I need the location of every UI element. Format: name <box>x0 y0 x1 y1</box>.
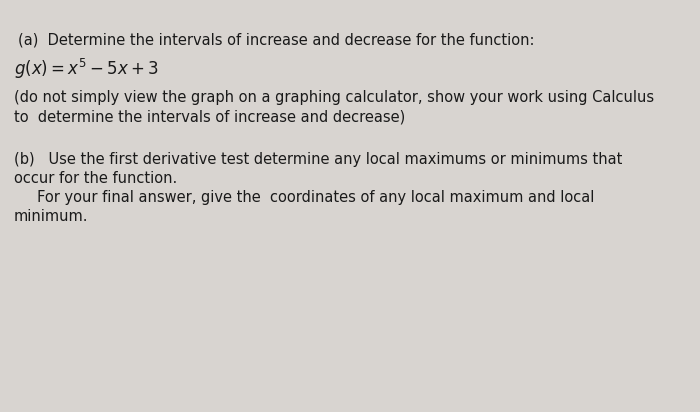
Text: to  determine the intervals of increase and decrease): to determine the intervals of increase a… <box>14 109 405 124</box>
Text: (b)   Use the first derivative test determine any local maximums or minimums tha: (b) Use the first derivative test determ… <box>14 152 622 167</box>
Text: minimum.: minimum. <box>14 209 88 224</box>
Text: (do not simply view the graph on a graphing calculator, show your work using Cal: (do not simply view the graph on a graph… <box>14 90 654 105</box>
Text: $g(x) = x^5 - 5x + 3$: $g(x) = x^5 - 5x + 3$ <box>14 57 159 81</box>
Text: occur for the function.: occur for the function. <box>14 171 177 186</box>
Text: For your final answer, give the  coordinates of any local maximum and local: For your final answer, give the coordina… <box>14 190 594 205</box>
Text: (a)  Determine the intervals of increase and decrease for the function:: (a) Determine the intervals of increase … <box>18 32 535 47</box>
